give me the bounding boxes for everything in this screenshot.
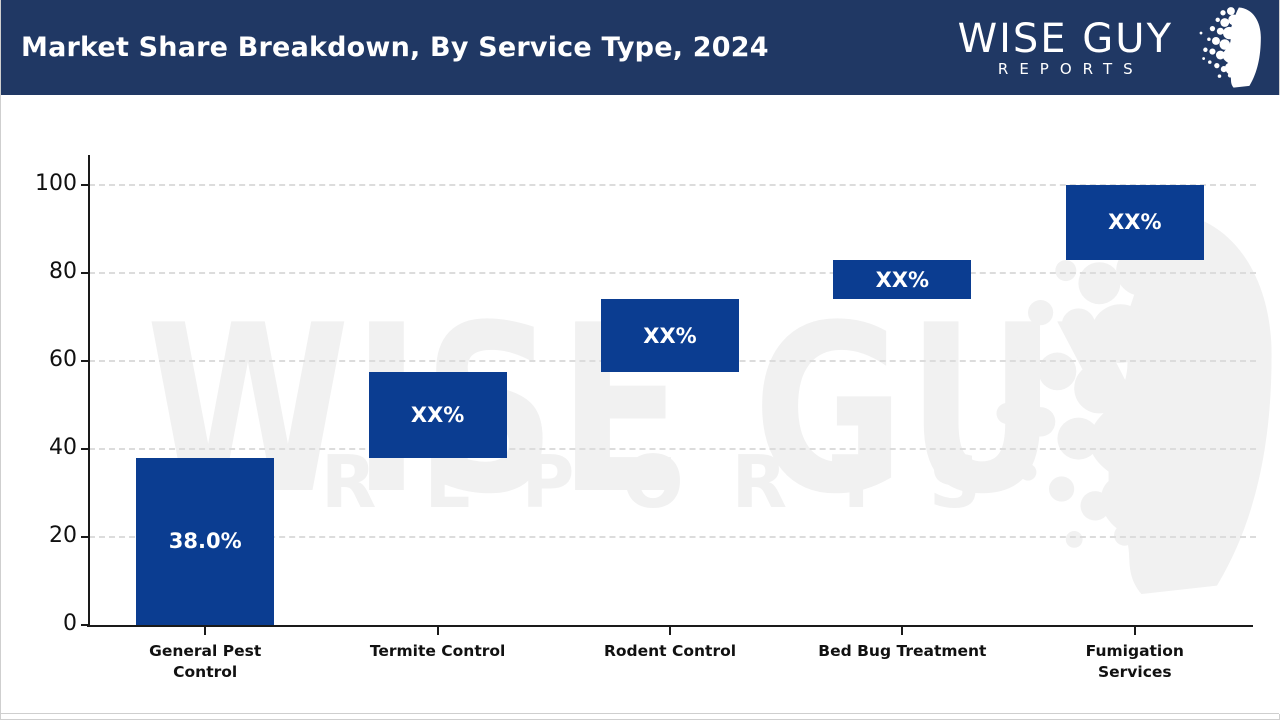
x-tick [901,627,904,635]
y-tick [81,272,89,274]
x-axis-label: Bed Bug Treatment [818,642,987,660]
y-tick-label: 80 [49,259,77,284]
y-tick-label: 40 [49,435,77,460]
y-tick [81,448,89,450]
bar: 38.0% [136,457,275,625]
x-axis-label: Fumigation Services [1085,642,1184,681]
y-tick-label: 0 [63,611,77,636]
wise-guy-reports-logo: WISE GUY REPORTS [958,4,1279,92]
header-bar: Market Share Breakdown, By Service Type,… [1,0,1279,95]
x-axis-label: Rodent Control [603,642,737,660]
y-tick-label: 20 [49,523,77,548]
bottom-border-line [1,713,1279,714]
logo-wordmark: WISE GUY REPORTS [958,19,1173,77]
bar: XX% [1065,185,1204,260]
logo-subtext: REPORTS [997,59,1144,78]
page-title: Market Share Breakdown, By Service Type,… [21,32,769,63]
y-tick-label: 60 [49,347,77,372]
gridline [89,536,1256,538]
y-tick [81,624,89,626]
y-axis-line [88,155,90,627]
x-tick [1133,627,1136,635]
x-tick [204,627,207,635]
bar: XX% [833,259,972,300]
y-tick [81,184,89,186]
x-tick [669,627,671,635]
x-axis-label: Termite Control [369,642,506,660]
x-axis-line [87,625,1253,627]
bar-value-label: XX% [875,267,930,292]
y-tick-label: 100 [35,171,77,196]
gridline [89,272,1256,274]
bar-value-label: 38.0% [168,529,242,554]
y-tick [81,360,89,362]
y-tick [81,536,89,538]
logo-brand-text: WISE GUY [957,15,1173,62]
x-tick [436,627,439,635]
dotted-head-icon [1199,6,1261,88]
bar-value-label: XX% [643,323,697,348]
gridline [89,448,1256,450]
bar: XX% [601,299,739,372]
x-axis-label: General Pest Control [149,642,262,681]
bar-value-label: XX% [410,402,465,427]
bar: XX% [368,372,507,458]
waterfall-chart: WISE GUY REPORTS 0 20 40 60 80 100 38.0% Genera… [1,95,1280,714]
gridline [89,184,1256,186]
bar-value-label: XX% [1108,210,1162,235]
